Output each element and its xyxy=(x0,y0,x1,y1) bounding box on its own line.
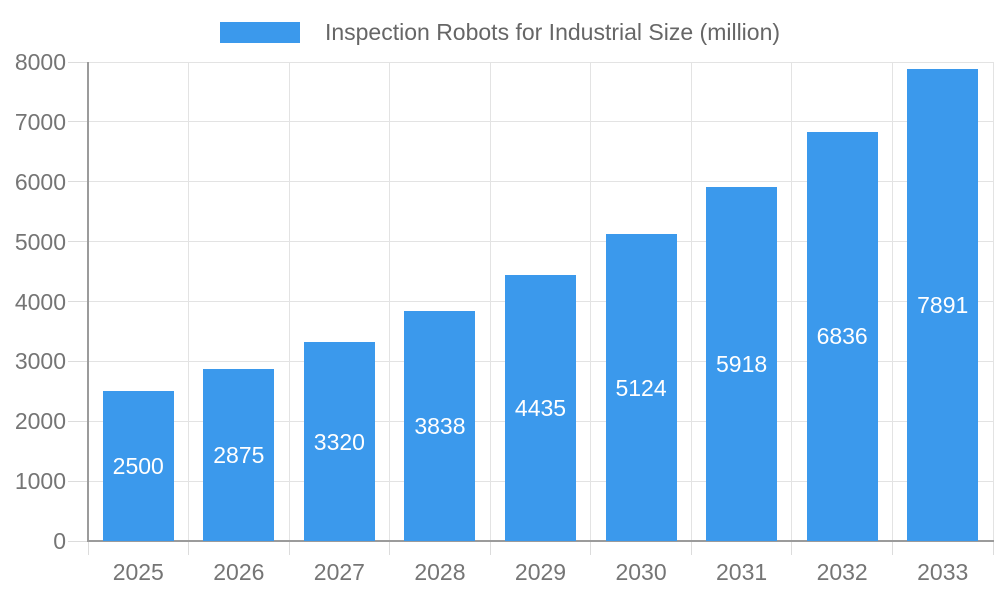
x-axis-tick xyxy=(590,541,592,555)
legend-label: Inspection Robots for Industrial Size (m… xyxy=(324,19,781,45)
bar-value-label: 3838 xyxy=(414,413,466,440)
x-tick-label: 2030 xyxy=(615,559,667,585)
gridline-vertical xyxy=(992,62,994,541)
y-tick-label: 4000 xyxy=(14,288,66,315)
bar xyxy=(706,186,778,541)
gridline-vertical xyxy=(690,62,692,541)
bar xyxy=(303,342,375,541)
legend-swatch-icon xyxy=(219,22,300,43)
y-tick-label: 8000 xyxy=(14,49,66,75)
bar xyxy=(806,131,878,541)
x-axis-labels: 2025 2026 2027 2028 2029 2030 2031 2032 2033 xyxy=(88,558,993,588)
x-tick-label: 2029 xyxy=(514,559,567,585)
y-tick-label: 6000 xyxy=(14,168,66,195)
x-tick-label: 2028 xyxy=(414,559,466,585)
x-axis-tick xyxy=(489,541,491,555)
bar-value-label: 5124 xyxy=(615,374,667,401)
bar xyxy=(505,275,576,541)
y-axis-tick xyxy=(68,181,88,183)
bar-value-label: 7891 xyxy=(917,291,969,318)
y-tick-label: 2000 xyxy=(14,408,66,435)
bar xyxy=(203,368,275,541)
gridline-horizontal xyxy=(88,61,993,63)
y-axis-tick xyxy=(68,540,88,542)
x-axis-tick xyxy=(188,541,190,555)
bar-value-label: 2500 xyxy=(112,453,164,480)
bar-value-label: 4435 xyxy=(514,395,567,422)
gridline-horizontal xyxy=(88,181,993,183)
x-tick-label: 2026 xyxy=(213,559,265,585)
x-tick-label: 2032 xyxy=(816,559,868,585)
x-axis-tick xyxy=(690,541,692,555)
y-axis-tick xyxy=(68,480,88,482)
y-axis-tick xyxy=(68,360,88,362)
x-axis-tick xyxy=(389,541,391,555)
y-tick-label: 7000 xyxy=(14,108,66,135)
x-axis-tick xyxy=(288,541,290,555)
y-axis-line xyxy=(87,62,89,541)
y-axis-labels: 0 1000 2000 3000 4000 5000 6000 7000 8000 xyxy=(0,49,66,554)
bar-value-label: 6836 xyxy=(816,323,868,350)
gridline-vertical xyxy=(791,62,793,541)
y-tick-label: 3000 xyxy=(14,348,66,375)
x-axis-tick xyxy=(891,541,893,555)
bar xyxy=(404,311,476,541)
gridline-vertical xyxy=(590,62,592,541)
y-axis-tick xyxy=(68,301,88,302)
x-axis-line xyxy=(87,540,994,542)
bar-value-label: 2875 xyxy=(213,441,265,468)
bar xyxy=(102,391,174,541)
x-axis-tick xyxy=(87,541,89,555)
gridline-horizontal xyxy=(88,121,993,123)
chart-legend[interactable]: Inspection Robots for Industrial Size (m… xyxy=(0,19,1000,46)
y-axis-tick xyxy=(68,61,88,63)
bar-value-label: 5918 xyxy=(716,350,768,377)
gridline-vertical xyxy=(188,62,190,541)
x-axis-tick xyxy=(791,541,793,555)
x-tick-label: 2033 xyxy=(917,559,969,585)
y-tick-label: 5000 xyxy=(14,228,66,255)
gridline-vertical xyxy=(489,62,491,541)
bar-value-label: 3320 xyxy=(313,428,365,455)
y-axis-tick xyxy=(68,420,88,422)
x-tick-label: 2031 xyxy=(716,559,768,585)
x-tick-label: 2025 xyxy=(112,559,164,585)
y-tick-label: 1000 xyxy=(14,468,66,495)
gridline-horizontal xyxy=(88,241,993,243)
bar xyxy=(605,234,677,541)
x-axis-tick xyxy=(992,541,994,555)
y-axis-tick xyxy=(68,121,88,123)
gridline-vertical xyxy=(288,62,290,541)
gridline-vertical xyxy=(891,62,893,541)
y-tick-label: 0 xyxy=(53,528,66,554)
gridline-vertical xyxy=(389,62,391,541)
plot-area: 2500 2875 3320 3838 4435 5124 5918 6836 7891 xyxy=(68,61,994,555)
x-tick-label: 2027 xyxy=(313,559,365,585)
y-axis-tick xyxy=(68,241,88,243)
bar xyxy=(907,68,979,541)
